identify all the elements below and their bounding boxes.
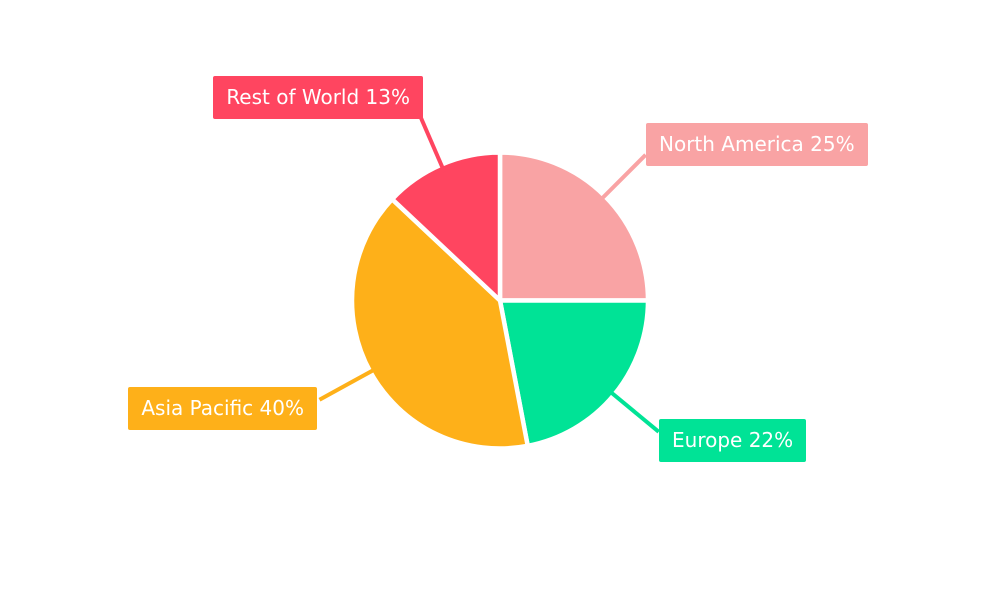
callout-label-asia-pacific: Asia Pacific 40% bbox=[128, 387, 317, 430]
callout-label-rest-of-world: Rest of World 13% bbox=[213, 76, 423, 119]
leader-line-europe bbox=[606, 388, 661, 434]
callout-label-north-america: North America 25% bbox=[646, 123, 868, 166]
leader-line-north-america bbox=[597, 153, 648, 203]
leader-line-asia-pacific bbox=[318, 366, 379, 402]
callout-label-europe: Europe 22% bbox=[659, 419, 807, 462]
leader-line-rest-of-world bbox=[416, 110, 447, 173]
